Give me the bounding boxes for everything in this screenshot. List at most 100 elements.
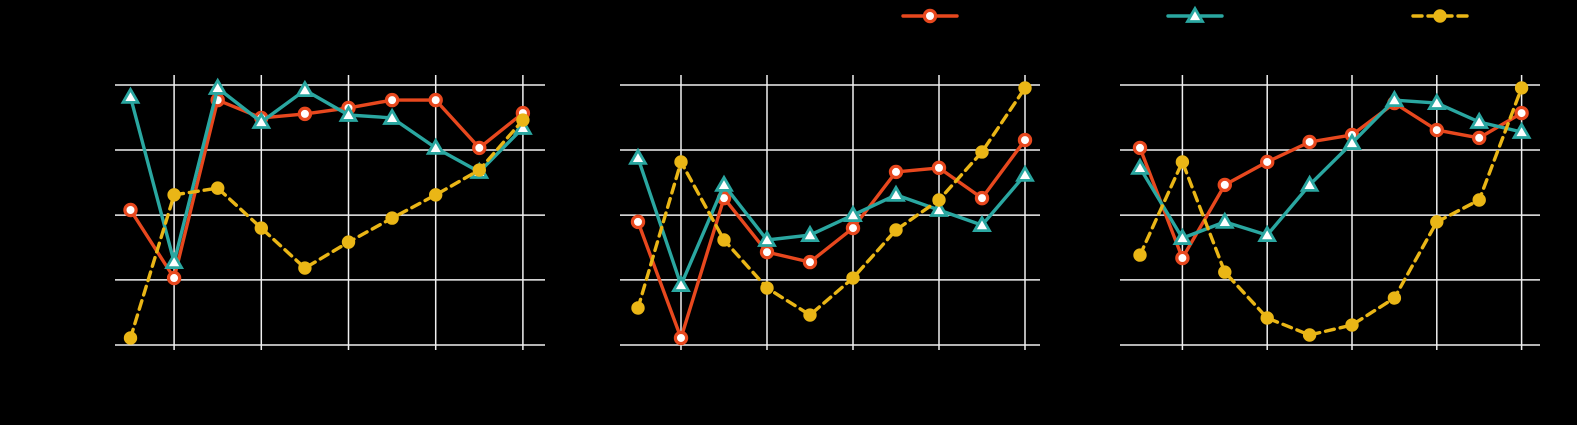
open-circle-marker — [922, 8, 938, 24]
open-circle-marker — [1017, 132, 1033, 148]
open-circle-marker — [1132, 140, 1148, 156]
circle-marker — [1218, 265, 1232, 279]
series-a-line — [1138, 101, 1524, 260]
open-circle-marker — [384, 92, 400, 108]
legend-entry-series-c — [1411, 9, 1469, 23]
circle-marker — [472, 163, 486, 177]
open-circle-marker — [759, 244, 775, 260]
open-circle-marker — [888, 164, 904, 180]
series-b-line — [1138, 98, 1524, 240]
circle-marker — [341, 235, 356, 249]
circle-marker — [1514, 81, 1529, 95]
open-circle-marker — [428, 92, 443, 108]
circle-marker — [674, 155, 688, 169]
triangle-marker — [1384, 89, 1405, 108]
triangle-marker — [1172, 227, 1193, 245]
open-circle-marker — [1175, 250, 1190, 266]
triangle-marker — [251, 111, 272, 129]
open-circle-marker — [472, 140, 487, 156]
series-a-line — [636, 138, 1027, 340]
series-b-line — [636, 156, 1027, 287]
circle-marker — [717, 233, 731, 247]
circle-marker — [1472, 193, 1486, 207]
circle-marker — [932, 193, 946, 207]
circle-marker — [889, 223, 903, 237]
circle-marker — [298, 261, 312, 275]
triangle-marker — [886, 184, 906, 202]
circle-marker — [1260, 311, 1274, 325]
circle-marker — [516, 113, 530, 127]
circle-marker — [1302, 328, 1317, 342]
open-circle-marker — [673, 330, 689, 346]
triangle-marker — [1185, 5, 1205, 23]
open-circle-marker — [1217, 177, 1233, 193]
open-circle-marker — [166, 270, 182, 286]
triangle-marker — [164, 251, 185, 270]
circle-marker — [211, 181, 225, 195]
triangle-marker — [800, 224, 820, 243]
circle-marker — [846, 271, 860, 285]
legend-entry-series-a — [901, 8, 959, 24]
circle-marker — [760, 281, 774, 295]
triangle-marker — [1342, 132, 1362, 150]
circle-marker — [631, 301, 645, 315]
triangle-marker — [120, 86, 141, 104]
series-c-series — [123, 113, 530, 345]
triangle-marker — [714, 174, 734, 192]
open-circle-marker — [123, 202, 138, 218]
series-b-series — [1130, 89, 1532, 245]
open-circle-marker — [974, 190, 990, 206]
triangle-marker — [1299, 174, 1320, 192]
grid — [620, 75, 1040, 350]
circle-marker — [1430, 215, 1444, 229]
circle-marker — [803, 308, 817, 322]
triangle-marker — [207, 77, 228, 95]
circle-marker — [429, 188, 443, 202]
triangle-marker — [843, 204, 863, 223]
open-circle-marker — [1259, 154, 1275, 170]
series-a-series — [630, 132, 1033, 346]
open-circle-marker — [630, 214, 646, 230]
circle-marker — [167, 188, 181, 202]
triangle-marker — [338, 104, 359, 122]
triangle-marker — [294, 79, 315, 98]
circle-marker — [123, 331, 138, 345]
series-a-series — [1132, 95, 1529, 266]
triangle-marker — [972, 214, 992, 233]
chart-left — [115, 75, 545, 350]
circle-marker — [975, 145, 989, 159]
triangle-marker — [1426, 92, 1447, 110]
series-c-line — [1138, 86, 1524, 337]
chart-middle — [620, 75, 1040, 350]
circle-marker — [385, 211, 399, 225]
circle-marker — [254, 221, 269, 235]
series-c-series — [631, 81, 1032, 322]
open-circle-marker — [297, 106, 313, 122]
triangle-marker — [425, 137, 446, 155]
open-circle-marker — [1514, 105, 1529, 121]
series-c-line — [128, 118, 525, 340]
open-circle-marker — [1472, 130, 1487, 146]
series-c-line — [636, 86, 1027, 317]
chart-right — [1120, 75, 1540, 350]
open-circle-marker — [931, 160, 947, 176]
grid — [115, 75, 545, 350]
triangle-marker — [1214, 211, 1235, 229]
triangle-marker — [628, 147, 648, 165]
series-c-series — [1133, 81, 1529, 342]
circle-marker — [1387, 291, 1402, 305]
triangle-marker — [1511, 121, 1532, 139]
triangle-marker — [671, 274, 691, 292]
open-circle-marker — [845, 220, 861, 236]
triangle-marker — [1257, 224, 1278, 243]
grid — [1120, 75, 1540, 350]
triangle-marker — [1469, 111, 1490, 129]
open-circle-marker — [802, 254, 818, 270]
triangle-marker — [382, 107, 403, 125]
series-a-line — [128, 98, 525, 280]
triangle-marker — [1130, 157, 1150, 175]
triangle-marker — [1015, 164, 1035, 182]
series-b-line — [128, 86, 525, 264]
circle-marker — [1133, 248, 1147, 262]
